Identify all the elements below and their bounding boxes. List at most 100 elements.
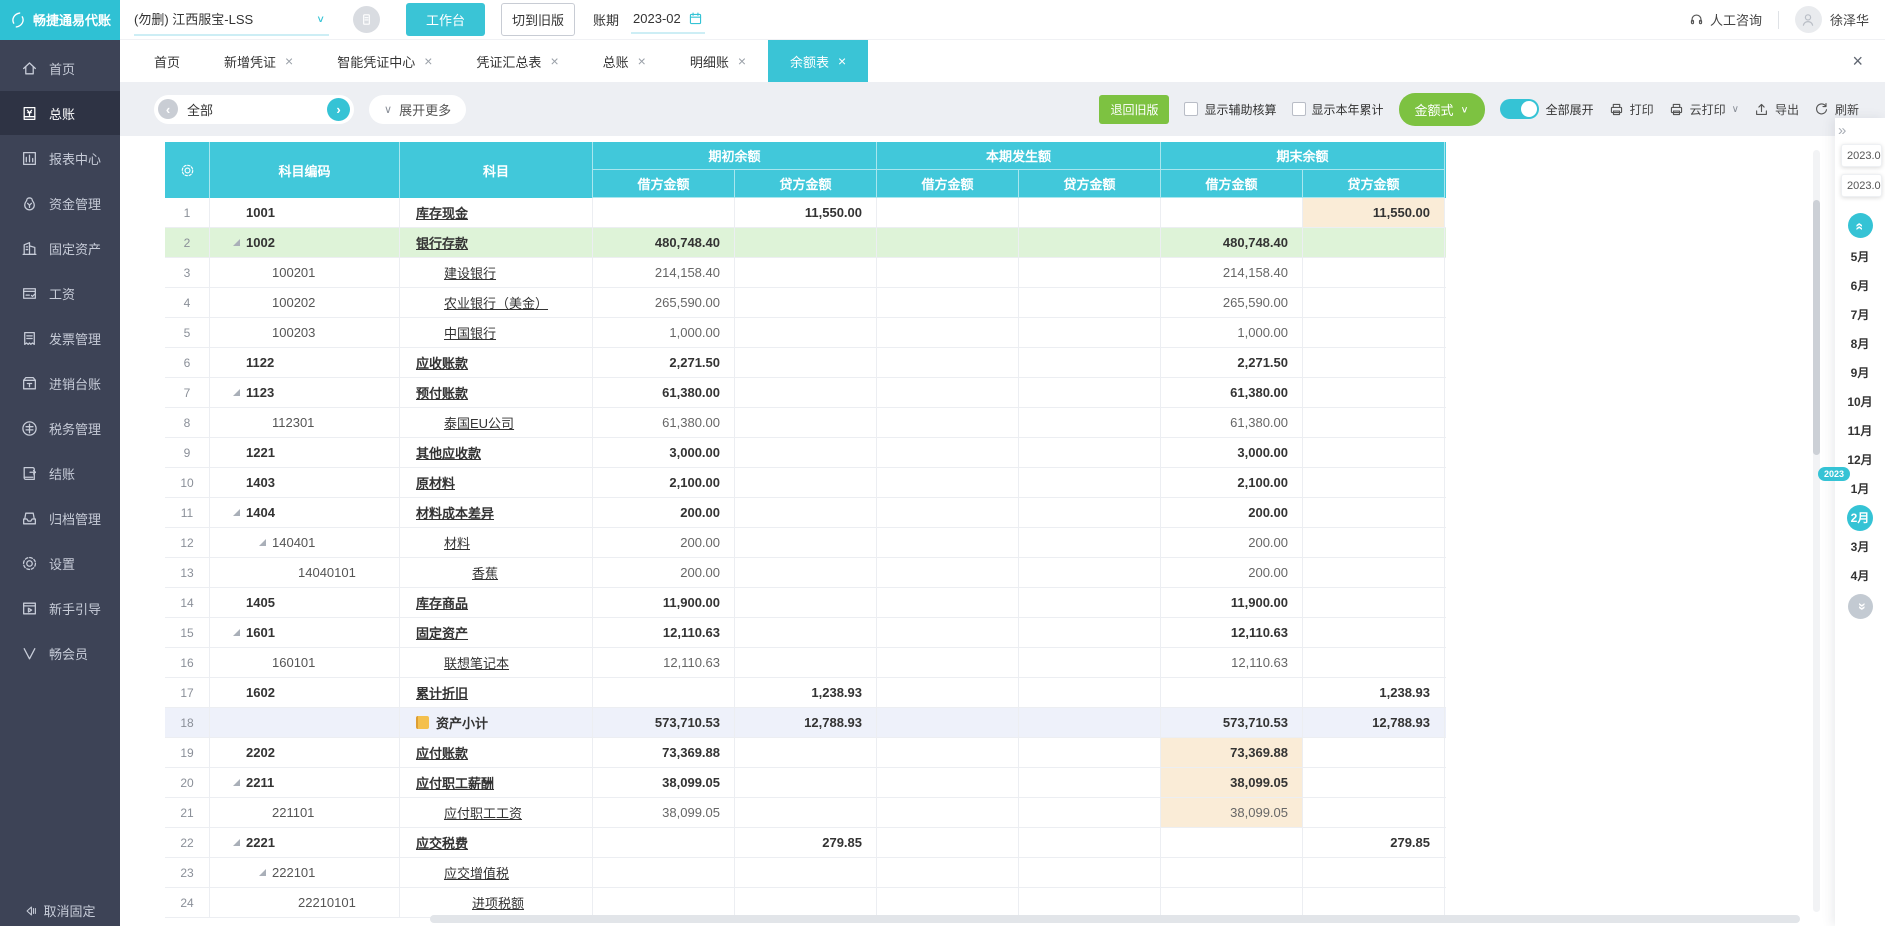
checkbox-ytd[interactable] <box>1291 102 1306 116</box>
table-row[interactable]: 7 1123 预付账款 61,380.00 61,380.00 <box>165 378 1446 408</box>
tab-item[interactable]: 凭证汇总表 × <box>454 40 580 82</box>
back-to-old-button[interactable]: 退回旧版 <box>1099 94 1170 124</box>
show-aux-checkbox-row[interactable]: 显示辅助核算 <box>1184 101 1277 118</box>
sidebar-item[interactable]: 进销台账 <box>0 361 120 405</box>
subject-link[interactable]: 应付职工薪酬 <box>416 776 495 791</box>
table-row[interactable]: 22 2221 应交税费 279.85 279.85 <box>165 828 1446 858</box>
expand-triangle-icon[interactable] <box>233 389 240 396</box>
sidebar-item[interactable]: 结账 <box>0 451 120 495</box>
column-settings-header[interactable] <box>165 142 210 198</box>
subject-link[interactable]: 预付账款 <box>416 386 469 401</box>
table-row[interactable]: 4 100202 农业银行（美金） 265,590.00 265,590.00 <box>165 288 1446 318</box>
period-card[interactable]: 2023.0 <box>1841 144 1882 167</box>
subject-link[interactable]: 累计折旧 <box>416 686 469 701</box>
expand-triangle-icon[interactable] <box>259 539 266 546</box>
sidebar-item[interactable]: 设置 <box>0 541 120 585</box>
tab-close-icon[interactable]: × <box>424 53 433 69</box>
header-subject[interactable]: 科目 <box>400 142 593 198</box>
month-item[interactable]: 8月 <box>1835 329 1885 358</box>
table-row[interactable]: 11 1404 材料成本差异 200.00 200.00 <box>165 498 1446 528</box>
period-picker[interactable]: 2023-02 <box>631 5 705 34</box>
sidebar-item[interactable]: 归档管理 <box>0 496 120 540</box>
table-row[interactable]: 21 221101 应付职工工资 38,099.05 38,099.05 <box>165 798 1446 828</box>
table-row[interactable]: 10 1403 原材料 2,100.00 2,100.00 <box>165 468 1446 498</box>
table-row[interactable]: 6 1122 应收账款 2,271.50 2,271.50 <box>165 348 1446 378</box>
tab-close-icon[interactable]: × <box>550 53 559 69</box>
month-item[interactable]: 5月 <box>1835 242 1885 271</box>
subject-link[interactable]: 应收账款 <box>416 356 469 371</box>
vertical-scrollbar-thumb[interactable] <box>1813 200 1820 455</box>
avatar[interactable] <box>1794 6 1822 33</box>
month-item[interactable]: 6月 <box>1835 271 1885 300</box>
table-row[interactable]: 23 222101 应交增值税 <box>165 858 1446 888</box>
sidebar-item[interactable]: 报表中心 <box>0 136 120 180</box>
expand-triangle-icon[interactable] <box>233 629 240 636</box>
show-ytd-checkbox-row[interactable]: 显示本年累计 <box>1291 101 1384 118</box>
subject-link[interactable]: 应交增值税 <box>444 866 510 881</box>
username[interactable]: 徐泽华 <box>1829 13 1869 28</box>
table-row[interactable]: 12 140401 材料 200.00 200.00 <box>165 528 1446 558</box>
tab-item[interactable]: 明细账 × <box>668 40 768 82</box>
month-item[interactable]: 11月 <box>1835 416 1885 445</box>
table-row[interactable]: 15 1601 固定资产 12,110.63 12,110.63 <box>165 618 1446 648</box>
month-item[interactable]: 7月 <box>1835 300 1885 329</box>
expand-triangle-icon[interactable] <box>259 869 266 876</box>
table-row[interactable]: 14 1405 库存商品 11,900.00 11,900.00 <box>165 588 1446 618</box>
subject-link[interactable]: 应付职工工资 <box>444 806 523 821</box>
support-button[interactable]: 人工咨询 <box>1689 10 1762 29</box>
header-code[interactable]: 科目编码 <box>210 142 400 198</box>
table-row[interactable]: 3 100201 建设银行 214,158.40 214,158.40 <box>165 258 1446 288</box>
amount-style-button[interactable]: 金额式 ∨ <box>1398 92 1485 126</box>
unpin-sidebar-button[interactable]: 取消固定 <box>0 901 120 920</box>
subject-link[interactable]: 应交税费 <box>416 836 469 851</box>
table-row[interactable]: 18 资产小计 573,710.53 12,788.93 573,710.53 12,78… <box>165 708 1446 738</box>
expand-triangle-icon[interactable] <box>233 239 240 246</box>
sidebar-item[interactable]: 发票管理 <box>0 316 120 360</box>
chevron-left-icon[interactable]: ‹ <box>158 99 178 119</box>
expand-triangle-icon[interactable] <box>233 839 240 846</box>
table-row[interactable]: 19 2202 应付账款 73,369.88 73,369.88 <box>165 738 1446 768</box>
subject-link[interactable]: 库存现金 <box>416 206 469 221</box>
cloud-print-button[interactable]: 云打印 ∨ <box>1669 101 1739 118</box>
table-row[interactable]: 24 22210101 进项税额 <box>165 888 1446 918</box>
sidebar-item[interactable]: 新手引导 <box>0 586 120 630</box>
account-filter[interactable]: ‹ 全部 › <box>154 94 354 124</box>
vertical-scrollbar[interactable] <box>1813 150 1820 912</box>
subject-link[interactable]: 银行存款 <box>416 236 469 251</box>
month-item[interactable]: 2月 <box>1835 503 1885 532</box>
month-item[interactable]: 10月 <box>1835 387 1885 416</box>
print-button[interactable]: 打印 <box>1609 101 1654 118</box>
subject-link[interactable]: 应付账款 <box>416 746 469 761</box>
checkbox-aux[interactable] <box>1184 102 1199 116</box>
subject-link[interactable]: 资产小计 <box>436 716 489 731</box>
expand-all-toggle[interactable] <box>1499 99 1539 119</box>
period-card[interactable]: 2023.0 <box>1841 174 1882 197</box>
subject-link[interactable]: 材料成本差异 <box>416 506 495 521</box>
workbench-button[interactable]: 工作台 <box>406 3 486 36</box>
subject-link[interactable]: 建设银行 <box>444 266 497 281</box>
table-row[interactable]: 16 160101 联想笔记本 12,110.63 12,110.63 <box>165 648 1446 678</box>
table-row[interactable]: 20 2211 应付职工薪酬 38,099.05 38,099.05 <box>165 768 1446 798</box>
sidebar-item[interactable]: 资金管理 <box>0 181 120 225</box>
expand-triangle-icon[interactable] <box>233 779 240 786</box>
chevron-right-icon[interactable]: › <box>327 97 350 121</box>
subject-link[interactable]: 香蕉 <box>472 566 499 581</box>
tab-close-icon[interactable]: × <box>285 53 294 69</box>
subject-link[interactable]: 材料 <box>444 536 471 551</box>
collapse-panel-icon[interactable]: » <box>1838 122 1847 139</box>
subject-link[interactable]: 进项税额 <box>472 896 525 911</box>
account-selector[interactable]: (勿删) 江西服宝-LSS ∨ <box>134 4 329 36</box>
subject-link[interactable]: 联想笔记本 <box>444 656 510 671</box>
table-row[interactable]: 17 1602 累计折旧 1,238.93 1,238.93 <box>165 678 1446 708</box>
sidebar-item[interactable]: 税务管理 <box>0 406 120 450</box>
table-row[interactable]: 9 1221 其他应收款 3,000.00 3,000.00 <box>165 438 1446 468</box>
subject-link[interactable]: 固定资产 <box>416 626 469 641</box>
scroll-months-down-button[interactable]: « <box>1847 594 1873 619</box>
tab-item[interactable]: 余额表 × <box>768 40 869 82</box>
table-row[interactable]: 13 14040101 香蕉 200.00 200.00 <box>165 558 1446 588</box>
expand-triangle-icon[interactable] <box>233 509 240 516</box>
subject-link[interactable]: 其他应收款 <box>416 446 482 461</box>
table-row[interactable]: 1 1001 库存现金 11,550.00 11,550.00 <box>165 198 1446 228</box>
month-item[interactable]: 3月 <box>1835 532 1885 561</box>
scroll-months-up-button[interactable]: « <box>1847 213 1873 238</box>
